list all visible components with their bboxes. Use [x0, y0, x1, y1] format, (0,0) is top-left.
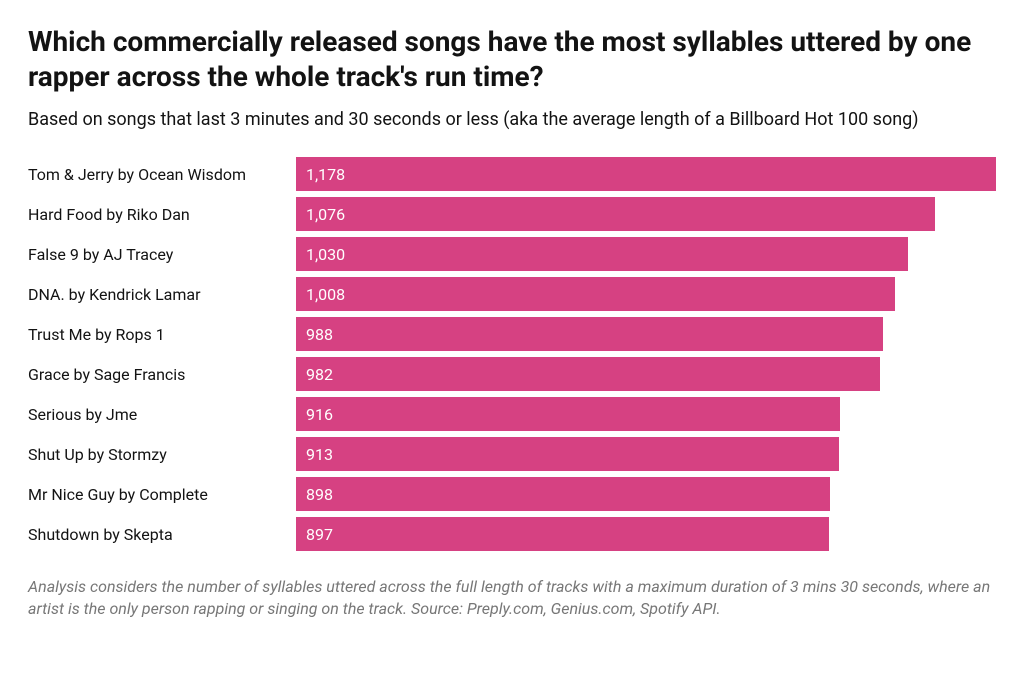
bar-value: 1,076 — [306, 205, 345, 224]
chart-title: Which commercially released songs have t… — [28, 24, 996, 94]
bar-track: 988 — [296, 317, 996, 351]
bar-track: 1,076 — [296, 197, 996, 231]
bar-track: 982 — [296, 357, 996, 391]
bar-row: Shut Up by Stormzy 913 — [28, 434, 996, 474]
bar-label: Grace by Sage Francis — [28, 365, 296, 384]
bar-value: 913 — [306, 445, 333, 464]
bar-label: Mr Nice Guy by Complete — [28, 485, 296, 504]
bar-label: False 9 by AJ Tracey — [28, 245, 296, 264]
bar-label: Serious by Jme — [28, 405, 296, 424]
bar-label: Shutdown by Skepta — [28, 525, 296, 544]
bar: 988 — [296, 317, 883, 351]
bar-row: Shutdown by Skepta 897 — [28, 514, 996, 554]
bar-row: Trust Me by Rops 1 988 — [28, 314, 996, 354]
bar: 898 — [296, 477, 830, 511]
bar-row: DNA. by Kendrick Lamar 1,008 — [28, 274, 996, 314]
bar-track: 916 — [296, 397, 996, 431]
bar-track: 1,030 — [296, 237, 996, 271]
bar: 913 — [296, 437, 839, 471]
bar-value: 916 — [306, 405, 333, 424]
bar: 1,030 — [296, 237, 908, 271]
bar-row: Tom & Jerry by Ocean Wisdom 1,178 — [28, 154, 996, 194]
chart-subtitle: Based on songs that last 3 minutes and 3… — [28, 108, 996, 132]
bar-track: 1,178 — [296, 157, 996, 191]
bar-label: Shut Up by Stormzy — [28, 445, 296, 464]
bar-label: Tom & Jerry by Ocean Wisdom — [28, 165, 296, 184]
bar: 916 — [296, 397, 840, 431]
bar-track: 898 — [296, 477, 996, 511]
bar-row: Grace by Sage Francis 982 — [28, 354, 996, 394]
bar-value: 1,008 — [306, 285, 345, 304]
bar-value: 988 — [306, 325, 333, 344]
bar-row: Serious by Jme 916 — [28, 394, 996, 434]
bar-value: 1,178 — [306, 165, 345, 184]
bar: 982 — [296, 357, 880, 391]
bar-track: 1,008 — [296, 277, 996, 311]
bar-row: Hard Food by Riko Dan 1,076 — [28, 194, 996, 234]
bar-value: 898 — [306, 485, 333, 504]
bar-label: Hard Food by Riko Dan — [28, 205, 296, 224]
bar-track: 913 — [296, 437, 996, 471]
bar-value: 1,030 — [306, 245, 345, 264]
chart-footer: Analysis considers the number of syllabl… — [28, 576, 996, 619]
bar-row: Mr Nice Guy by Complete 898 — [28, 474, 996, 514]
bar-value: 897 — [306, 525, 333, 544]
bar-track: 897 — [296, 517, 996, 551]
bar-value: 982 — [306, 365, 333, 384]
bar: 897 — [296, 517, 829, 551]
bar-row: False 9 by AJ Tracey 1,030 — [28, 234, 996, 274]
bar-label: DNA. by Kendrick Lamar — [28, 285, 296, 304]
bar: 1,008 — [296, 277, 895, 311]
bar: 1,178 — [296, 157, 996, 191]
bar-chart: Tom & Jerry by Ocean Wisdom 1,178 Hard Foo… — [28, 154, 996, 554]
bar-label: Trust Me by Rops 1 — [28, 325, 296, 344]
bar: 1,076 — [296, 197, 935, 231]
